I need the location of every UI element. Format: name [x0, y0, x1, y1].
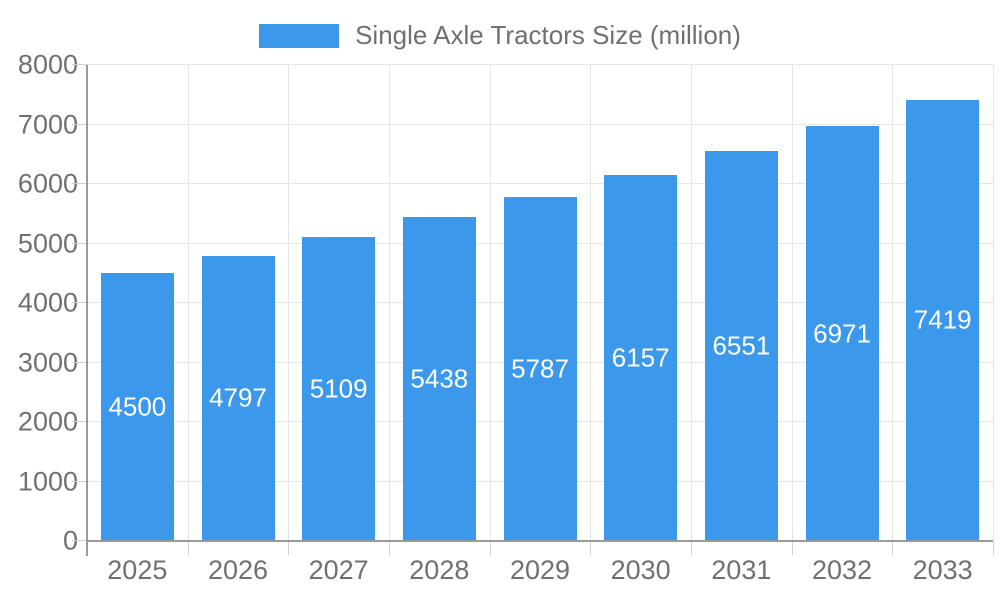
bar-slot: 5787 [490, 65, 591, 541]
y-tick-label: 6000 [17, 168, 78, 199]
y-axis-tick [72, 302, 87, 303]
bar-2026[interactable]: 4797 [201, 255, 275, 541]
gridline-vertical [288, 65, 290, 541]
bar-2031[interactable]: 6551 [704, 151, 778, 541]
gridline-horizontal [87, 183, 993, 184]
x-tick-label: 2028 [409, 555, 470, 585]
x-axis-tick [690, 541, 692, 555]
bar-slot: 6971 [792, 65, 893, 541]
bar-slot: 5438 [389, 65, 490, 541]
y-axis-tick [72, 361, 87, 363]
bar-value-label: 4500 [108, 391, 167, 422]
bar-slot: 7419 [892, 65, 993, 541]
y-tick-label: 3000 [17, 347, 78, 377]
bar-slot: 4797 [188, 65, 289, 541]
legend-label: Single Axle Tractors Size (million) [355, 20, 741, 50]
bar-2028[interactable]: 5438 [402, 217, 476, 541]
x-axis-tick [892, 541, 894, 555]
x-axis-tick [993, 541, 994, 555]
bar-slot: 5109 [288, 65, 389, 541]
gridline-horizontal [87, 64, 993, 65]
y-tick-label: 0 [62, 525, 78, 556]
bar-value-label: 5109 [309, 373, 368, 404]
legend[interactable]: Single Axle Tractors Size (million) [0, 20, 1000, 51]
gridline-vertical [590, 65, 592, 541]
x-axis-tick [288, 541, 290, 555]
gridline-vertical [388, 65, 390, 541]
y-axis-tick [72, 123, 87, 125]
bar-2033[interactable]: 7419 [906, 99, 980, 541]
bar-slot: 4500 [87, 65, 188, 541]
bar-slot: 6551 [691, 65, 792, 541]
y-tick-label: 1000 [17, 466, 78, 496]
y-tick-label: 8000 [17, 49, 78, 80]
x-tick-label: 2027 [308, 555, 369, 585]
x-axis-tick [187, 541, 189, 555]
bar-value-label: 6551 [712, 330, 771, 361]
x-tick-label: 2025 [107, 555, 168, 585]
gridline-horizontal [87, 123, 993, 125]
bar-value-label: 5787 [511, 353, 569, 384]
bar-value-label: 6971 [813, 318, 871, 349]
y-tick-label: 5000 [17, 228, 78, 258]
x-tick-label: 2031 [711, 555, 772, 585]
plot-area: 4500 4797 5109 5438 5787 6157 6551 6971 7419 [72, 64, 994, 556]
bar-2032[interactable]: 6971 [805, 126, 879, 541]
x-tick-label: 2029 [509, 555, 571, 585]
y-axis-labels: 0 1000 2000 3000 4000 5000 6000 7000 8000 [0, 51, 78, 554]
x-tick-label: 2026 [207, 555, 269, 585]
bar-2029[interactable]: 5787 [503, 196, 577, 541]
bar-slot: 6157 [590, 65, 691, 541]
y-tick-label: 4000 [17, 287, 78, 318]
gridline-vertical [187, 65, 189, 541]
bar-value-label: 7419 [913, 304, 972, 335]
x-tick-label: 2030 [610, 555, 671, 585]
y-axis-tick [72, 64, 87, 65]
legend-swatch [259, 23, 340, 48]
y-axis-line [86, 65, 88, 556]
y-axis-tick [72, 183, 87, 184]
y-tick-label: 7000 [17, 109, 78, 139]
x-tick-label: 2033 [912, 555, 973, 585]
x-axis-tick [590, 541, 592, 555]
bar-2025[interactable]: 4500 [100, 273, 174, 541]
y-axis-tick [72, 421, 87, 422]
bars-container: 4500 4797 5109 5438 5787 6157 6551 6971 7419 [87, 65, 993, 541]
bar-2030[interactable]: 6157 [604, 174, 678, 541]
x-axis-labels: 2025 2026 2027 2028 2029 2030 2031 2032 2033 [87, 557, 993, 591]
x-axis-tick [791, 541, 793, 555]
y-axis-tick [72, 242, 87, 244]
bar-value-label: 5438 [410, 363, 469, 394]
x-axis-line [86, 540, 993, 542]
y-axis-tick [72, 540, 87, 541]
gridline-vertical [993, 65, 994, 541]
x-tick-label: 2032 [811, 555, 873, 585]
gridline-vertical [489, 65, 491, 541]
x-axis-tick [388, 541, 390, 555]
gridline-vertical [791, 65, 793, 541]
y-axis-tick [72, 480, 87, 482]
bar-value-label: 4797 [209, 382, 267, 413]
bar-2027[interactable]: 5109 [302, 237, 376, 541]
x-axis-tick [489, 541, 491, 555]
y-tick-label: 2000 [17, 406, 78, 437]
bar-value-label: 6157 [611, 342, 670, 373]
gridline-vertical [892, 65, 894, 541]
gridline-vertical [690, 65, 692, 541]
